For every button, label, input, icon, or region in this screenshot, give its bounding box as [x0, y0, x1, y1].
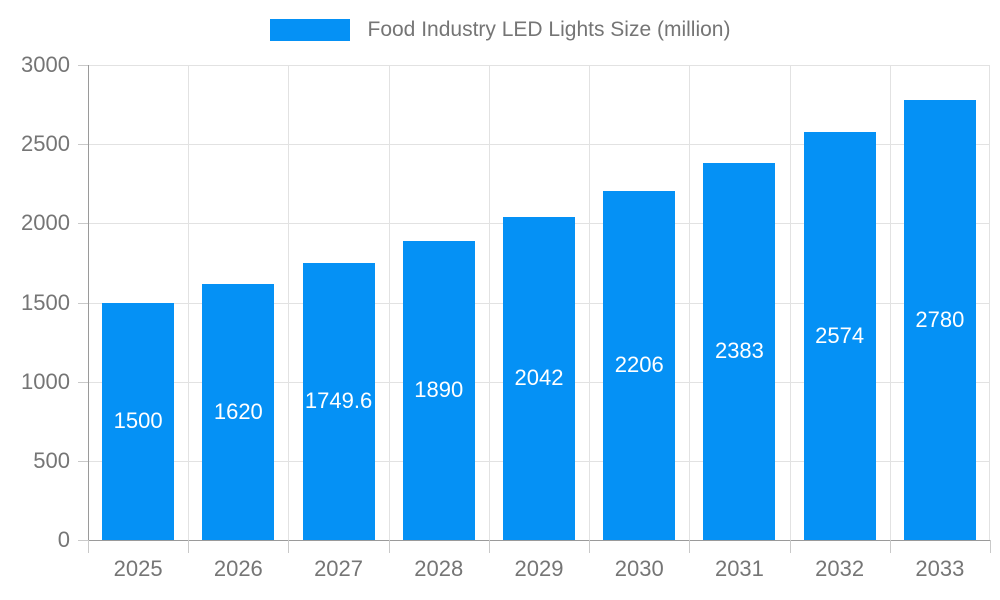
- bar-value-label: 2206: [614, 352, 664, 378]
- x-tick-mark: [388, 540, 390, 553]
- y-tick-mark: [78, 302, 88, 304]
- plot-area: 1500 1620 1749.6 1890 2042 2206 2383 2574 2780: [88, 65, 990, 540]
- x-gridline: [989, 65, 990, 540]
- y-axis-line: [88, 65, 89, 541]
- y-tick-label: 1000: [21, 368, 70, 394]
- y-gridline: [88, 65, 990, 66]
- x-gridline: [589, 65, 591, 540]
- x-tick-label: 2028: [414, 556, 464, 581]
- x-tick-label: 2030: [614, 556, 664, 581]
- bar: [202, 283, 275, 540]
- x-tick-mark: [889, 540, 891, 553]
- y-tick-label: 2500: [21, 131, 70, 157]
- x-tick-label: 2027: [314, 556, 364, 581]
- x-tick-mark: [589, 540, 591, 553]
- bar: [803, 132, 876, 540]
- x-gridline: [689, 65, 691, 540]
- y-tick-label: 3000: [21, 52, 70, 77]
- bar-value-label: 1620: [213, 398, 263, 424]
- x-gridline: [889, 65, 891, 540]
- x-tick-mark: [789, 540, 791, 553]
- bar-value-label: 2780: [915, 306, 965, 332]
- x-tick-mark: [188, 540, 190, 553]
- bar: [302, 262, 375, 540]
- y-tick-label: 2000: [21, 210, 70, 236]
- bar-value-label: 2383: [714, 338, 764, 364]
- legend-swatch[interactable]: [269, 19, 350, 41]
- y-tick-mark: [78, 223, 88, 225]
- y-tick-label: 0: [57, 527, 70, 552]
- bar: [102, 302, 175, 540]
- legend-label[interactable]: Food Industry LED Lights Size (million): [367, 18, 731, 41]
- bar-value-label: 1749.6: [304, 388, 373, 414]
- x-tick-label: 2025: [113, 556, 163, 581]
- x-tick-mark: [88, 540, 89, 553]
- y-tick-label: 500: [33, 447, 70, 473]
- x-tick-mark: [488, 540, 490, 553]
- bar-value-label: 2042: [514, 365, 564, 391]
- x-gridline: [388, 65, 390, 540]
- bar-value-label: 1500: [113, 408, 163, 434]
- x-tick-mark: [689, 540, 691, 553]
- bar-value-label: 2574: [815, 323, 865, 349]
- x-tick-mark: [288, 540, 290, 553]
- bar: [903, 99, 976, 540]
- y-tick-label: 1500: [21, 289, 70, 315]
- x-gridline: [288, 65, 290, 540]
- x-tick-label: 2032: [815, 556, 865, 581]
- bar: [503, 216, 575, 540]
- x-gridline: [789, 65, 791, 540]
- bar: [603, 190, 676, 540]
- y-gridline: [88, 144, 990, 146]
- y-tick-mark: [78, 65, 88, 66]
- x-tick-label: 2031: [714, 556, 764, 581]
- bar-value-label: 1890: [414, 377, 464, 403]
- x-tick-label: 2033: [915, 556, 965, 581]
- x-axis-line: [78, 540, 990, 541]
- x-gridline: [188, 65, 190, 540]
- x-gridline: [488, 65, 490, 540]
- bar: [703, 162, 776, 540]
- legend[interactable]: Food Industry LED Lights Size (million): [0, 18, 1000, 42]
- y-tick-mark: [78, 460, 88, 462]
- y-tick-mark: [78, 381, 88, 383]
- bar: [402, 240, 475, 540]
- y-tick-mark: [78, 540, 88, 541]
- x-tick-mark: [990, 540, 991, 553]
- y-tick-mark: [78, 144, 88, 146]
- x-tick-label: 2029: [514, 556, 564, 581]
- x-tick-label: 2026: [213, 556, 263, 581]
